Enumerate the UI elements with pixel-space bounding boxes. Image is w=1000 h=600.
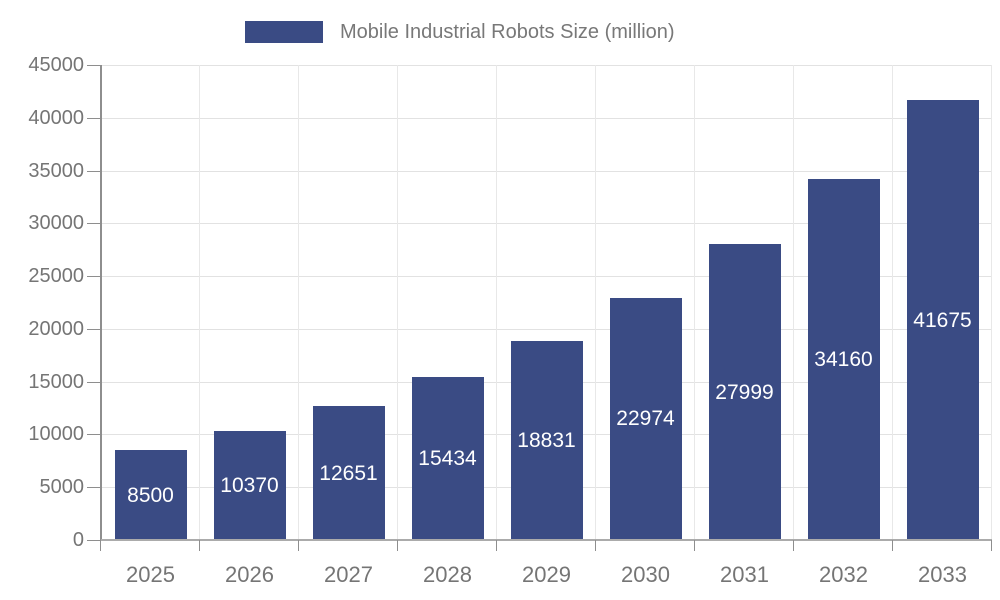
y-axis-tick-label: 10000 xyxy=(28,423,84,446)
y-axis-tick-label: 40000 xyxy=(28,106,84,129)
gridline-vertical xyxy=(397,65,398,540)
x-axis-tick xyxy=(595,540,596,551)
bar: 41675 xyxy=(906,100,979,540)
y-axis-tick xyxy=(87,540,101,541)
gridline-vertical xyxy=(892,65,893,540)
y-axis-tick xyxy=(87,487,101,489)
x-axis-tick-label: 2028 xyxy=(423,562,472,587)
bar-value-label: 41675 xyxy=(913,308,972,332)
x-axis-tick-label: 2031 xyxy=(720,562,769,587)
x-axis-tick-label: 2025 xyxy=(126,562,175,587)
bar-value-label: 10370 xyxy=(220,473,279,497)
bar-value-label: 34160 xyxy=(814,348,873,372)
gridline-horizontal xyxy=(101,276,992,278)
y-axis-tick-label: 5000 xyxy=(39,476,85,499)
bar: 22974 xyxy=(609,297,682,540)
x-axis-line xyxy=(101,539,992,541)
bar-value-label: 27999 xyxy=(715,380,774,404)
bar: 18831 xyxy=(510,341,583,540)
bar: 15434 xyxy=(411,377,484,540)
x-axis-tick-label: 2032 xyxy=(819,562,868,587)
legend-item[interactable]: Mobile Industrial Robots Size (million) xyxy=(245,21,675,43)
y-axis-tick-label: 15000 xyxy=(28,370,84,393)
bar: 34160 xyxy=(807,179,880,540)
gridline-horizontal xyxy=(101,328,992,330)
bar-value-label: 15434 xyxy=(418,447,477,471)
y-axis-tick-label: 45000 xyxy=(28,54,84,76)
y-axis-tick-label: 30000 xyxy=(28,212,84,235)
gridline-vertical xyxy=(694,65,695,540)
x-axis-tick xyxy=(694,540,695,551)
bar: 8500 xyxy=(114,450,187,540)
gridline-vertical xyxy=(496,65,497,540)
bar-value-label: 8500 xyxy=(127,483,174,507)
plot-area: 8500 10370 12651 15434 18831 22974 27999 34160 4… xyxy=(101,65,992,540)
y-axis-line xyxy=(100,65,102,540)
bar: 10370 xyxy=(213,430,286,540)
gridline-vertical xyxy=(298,65,299,540)
y-axis-tick xyxy=(87,65,101,66)
x-axis-tick xyxy=(793,540,794,551)
bar-value-label: 22974 xyxy=(616,407,675,431)
y-axis-tick xyxy=(87,381,101,383)
gridline-vertical xyxy=(991,65,992,540)
y-axis-tick xyxy=(87,434,101,436)
y-axis-tick xyxy=(87,276,101,278)
gridline-horizontal xyxy=(101,223,992,225)
bar: 27999 xyxy=(708,244,781,540)
x-axis-tick-label: 2033 xyxy=(918,562,967,587)
y-axis-tick-label: 25000 xyxy=(28,265,84,288)
legend-swatch xyxy=(245,21,323,43)
x-axis-tick xyxy=(100,540,101,551)
bar: 12651 xyxy=(312,406,385,540)
gridline-horizontal xyxy=(101,65,992,66)
x-axis-tick-label: 2027 xyxy=(324,562,373,587)
y-axis-tick xyxy=(87,328,101,330)
bar-value-label: 12651 xyxy=(319,461,378,485)
x-axis-tick xyxy=(892,540,893,551)
gridline-vertical xyxy=(595,65,596,540)
y-axis-tick xyxy=(87,223,101,225)
x-axis-tick xyxy=(397,540,398,551)
gridline-vertical xyxy=(793,65,794,540)
x-axis-tick xyxy=(496,540,497,551)
gridline-horizontal xyxy=(101,170,992,172)
x-axis-tick-label: 2030 xyxy=(621,562,670,587)
x-axis-tick xyxy=(298,540,299,551)
bar-value-label: 18831 xyxy=(517,429,576,453)
x-axis-tick xyxy=(199,540,200,551)
x-axis-tick-label: 2029 xyxy=(522,562,571,587)
gridline-vertical xyxy=(199,65,200,540)
y-axis-tick-label: 0 xyxy=(72,529,84,551)
x-axis-tick xyxy=(991,540,992,551)
legend-label: Mobile Industrial Robots Size (million) xyxy=(340,20,675,43)
y-axis-tick-label: 20000 xyxy=(28,317,84,340)
y-axis-tick xyxy=(87,170,101,172)
y-axis-tick-label: 35000 xyxy=(28,159,84,182)
y-axis-tick xyxy=(87,117,101,119)
x-axis-tick-label: 2026 xyxy=(225,562,274,587)
gridline-horizontal xyxy=(101,117,992,119)
